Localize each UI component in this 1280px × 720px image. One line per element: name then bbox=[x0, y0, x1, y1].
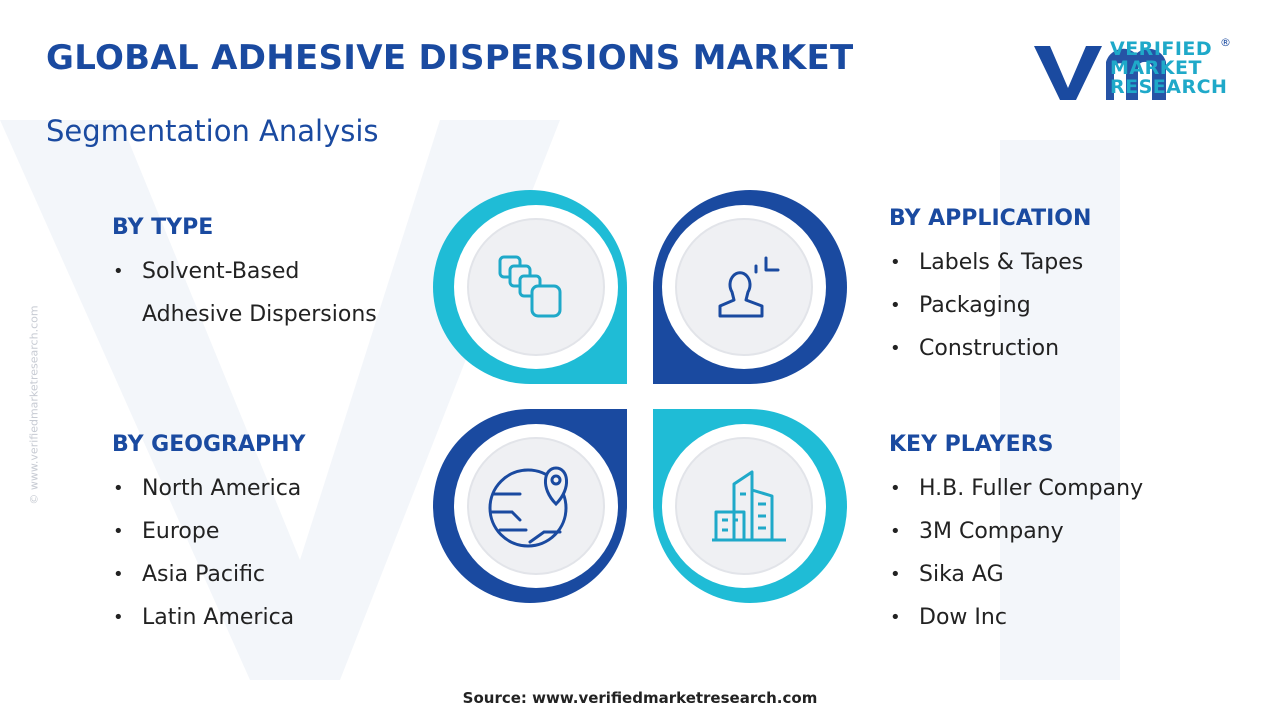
subtitle: Segmentation Analysis bbox=[46, 114, 379, 148]
quadrant-tl bbox=[433, 190, 627, 384]
segment-heading: KEY PLAYERS bbox=[889, 432, 1054, 457]
segment: BY APPLICATION Labels & TapesPackagingCon… bbox=[889, 206, 1219, 370]
logo-mark bbox=[1034, 46, 1166, 100]
segment-item: H.B. Fuller Company bbox=[889, 467, 1219, 510]
segment: BY TYPE Solvent-Based Adhesive Dispersion… bbox=[112, 215, 442, 336]
segment-heading: BY TYPE bbox=[112, 215, 214, 240]
segment-item: Solvent-Based Adhesive Dispersions bbox=[112, 250, 402, 336]
segment-list: H.B. Fuller Company3M CompanySika AGDow … bbox=[889, 467, 1219, 639]
segment-list: Labels & TapesPackagingConstruction bbox=[889, 241, 1219, 370]
quadrant-bl bbox=[433, 409, 627, 603]
quadrant-tr bbox=[653, 190, 847, 384]
source: Source: www.verifiedmarketresearch.com bbox=[462, 689, 818, 707]
segment-item: Construction bbox=[889, 327, 1219, 370]
segment: BY GEOGRAPHY North AmericaEuropeAsia Paci… bbox=[112, 432, 442, 639]
logo-line: RESEARCH bbox=[1110, 76, 1228, 98]
logo-registered: ® bbox=[1220, 36, 1231, 49]
logo-line: VERIFIED bbox=[1110, 38, 1213, 60]
segment-heading: BY GEOGRAPHY bbox=[112, 432, 306, 457]
segment-item: Sika AG bbox=[889, 553, 1219, 596]
quadrant-br bbox=[653, 409, 847, 603]
logo-line: MARKET bbox=[1110, 57, 1202, 79]
segment-item: 3M Company bbox=[889, 510, 1219, 553]
segment-heading: BY APPLICATION bbox=[889, 206, 1092, 231]
watermark: © www.verifiedmarketresearch.com bbox=[27, 305, 41, 505]
segment-list: Solvent-Based Adhesive Dispersions bbox=[112, 250, 442, 336]
segment-item: North America bbox=[112, 467, 442, 510]
segment-item: Latin America bbox=[112, 596, 442, 639]
segment-list: North AmericaEuropeAsia PacificLatin Ame… bbox=[112, 467, 442, 639]
logo-text: VERIFIED MARKET RESEARCH bbox=[1110, 40, 1227, 97]
segment-item: Dow Inc bbox=[889, 596, 1219, 639]
title: GLOBAL ADHESIVE DISPERSIONS MARKET bbox=[46, 38, 854, 78]
segment: KEY PLAYERS H.B. Fuller Company3M Company… bbox=[889, 432, 1219, 639]
segment-item: Packaging bbox=[889, 284, 1219, 327]
segment-item: Europe bbox=[112, 510, 442, 553]
segment-item: Asia Pacific bbox=[112, 553, 442, 596]
segment-item: Labels & Tapes bbox=[889, 241, 1219, 284]
